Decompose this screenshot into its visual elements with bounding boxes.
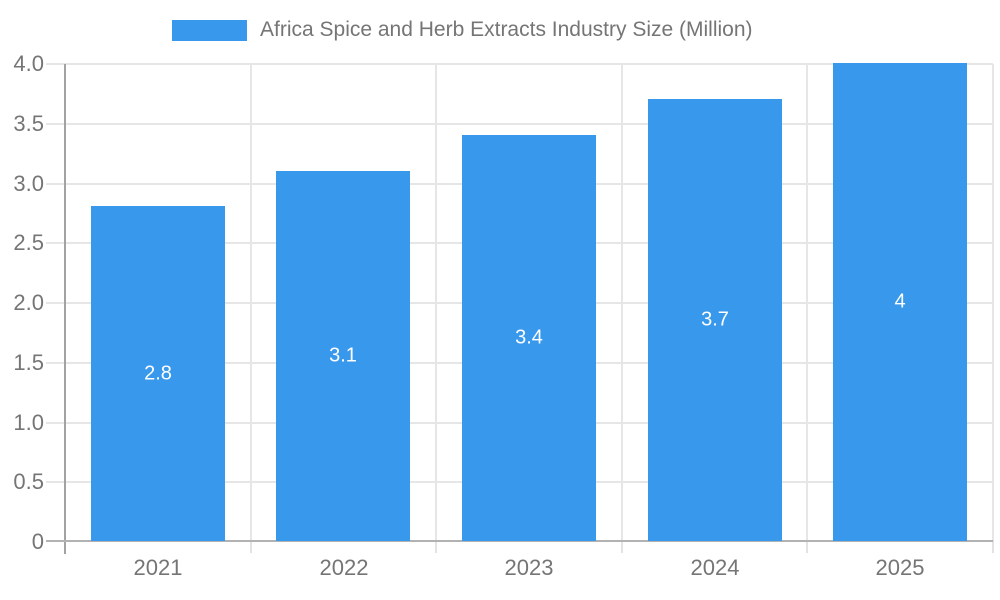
- gridline-horizontal: [46, 63, 993, 65]
- gridline-vertical: [621, 64, 623, 542]
- bar-value-label: 3.4: [515, 326, 543, 349]
- y-tick-label: 2.0: [13, 290, 44, 315]
- gridline-vertical: [435, 64, 437, 542]
- x-tick-label: 2025: [875, 555, 925, 580]
- bar: 2.8: [91, 206, 225, 541]
- y-tick-label: 0.5: [13, 469, 44, 494]
- x-tick-label: 2024: [690, 555, 740, 580]
- x-tick-label: 2022: [319, 555, 369, 580]
- legend-label: Africa Spice and Herb Extracts Industry …: [260, 18, 753, 41]
- bar: 4: [833, 63, 967, 541]
- plot-area: 2.8 3.1 3.4 3.7 4: [46, 63, 994, 554]
- legend: Africa Spice and Herb Extracts Industry …: [172, 18, 753, 42]
- x-tick-mark: [992, 542, 994, 553]
- bar-value-label: 4: [894, 290, 906, 313]
- gridline-vertical: [806, 64, 808, 542]
- gridline-vertical: [992, 64, 994, 542]
- x-tick-label: 2021: [133, 555, 183, 580]
- y-tick-label: 4.0: [13, 51, 44, 76]
- bar: 3.4: [462, 135, 596, 541]
- y-axis-line: [64, 64, 66, 554]
- x-tick-mark: [621, 542, 623, 553]
- y-tick-label: 1.5: [13, 350, 44, 375]
- x-tick-label: 2023: [504, 555, 554, 580]
- y-tick-label: 2.5: [13, 230, 44, 255]
- bar: 3.7: [648, 99, 782, 541]
- bar-value-label: 2.8: [144, 362, 172, 384]
- x-tick-mark: [435, 542, 437, 553]
- y-tick-label: 0: [31, 529, 44, 554]
- bar-value-label: 3.1: [329, 344, 357, 367]
- y-axis: 0 0.5 1.0 1.5 2.0 2.5 3.0 3.5 4.0: [0, 51, 46, 554]
- gridline-horizontal: [46, 123, 993, 125]
- y-tick-label: 1.0: [13, 410, 44, 435]
- x-axis: 2021 2022 2023 2024 2025: [65, 555, 993, 585]
- bar: 3.1: [276, 171, 410, 541]
- gridline-vertical: [250, 64, 252, 542]
- x-tick-mark: [806, 542, 808, 553]
- y-tick-label: 3.0: [13, 171, 44, 196]
- bar-value-label: 3.7: [701, 308, 729, 331]
- x-tick-mark: [250, 542, 252, 553]
- x-baseline: [46, 540, 993, 542]
- y-tick-label: 3.5: [13, 111, 44, 136]
- legend-swatch: [172, 19, 247, 41]
